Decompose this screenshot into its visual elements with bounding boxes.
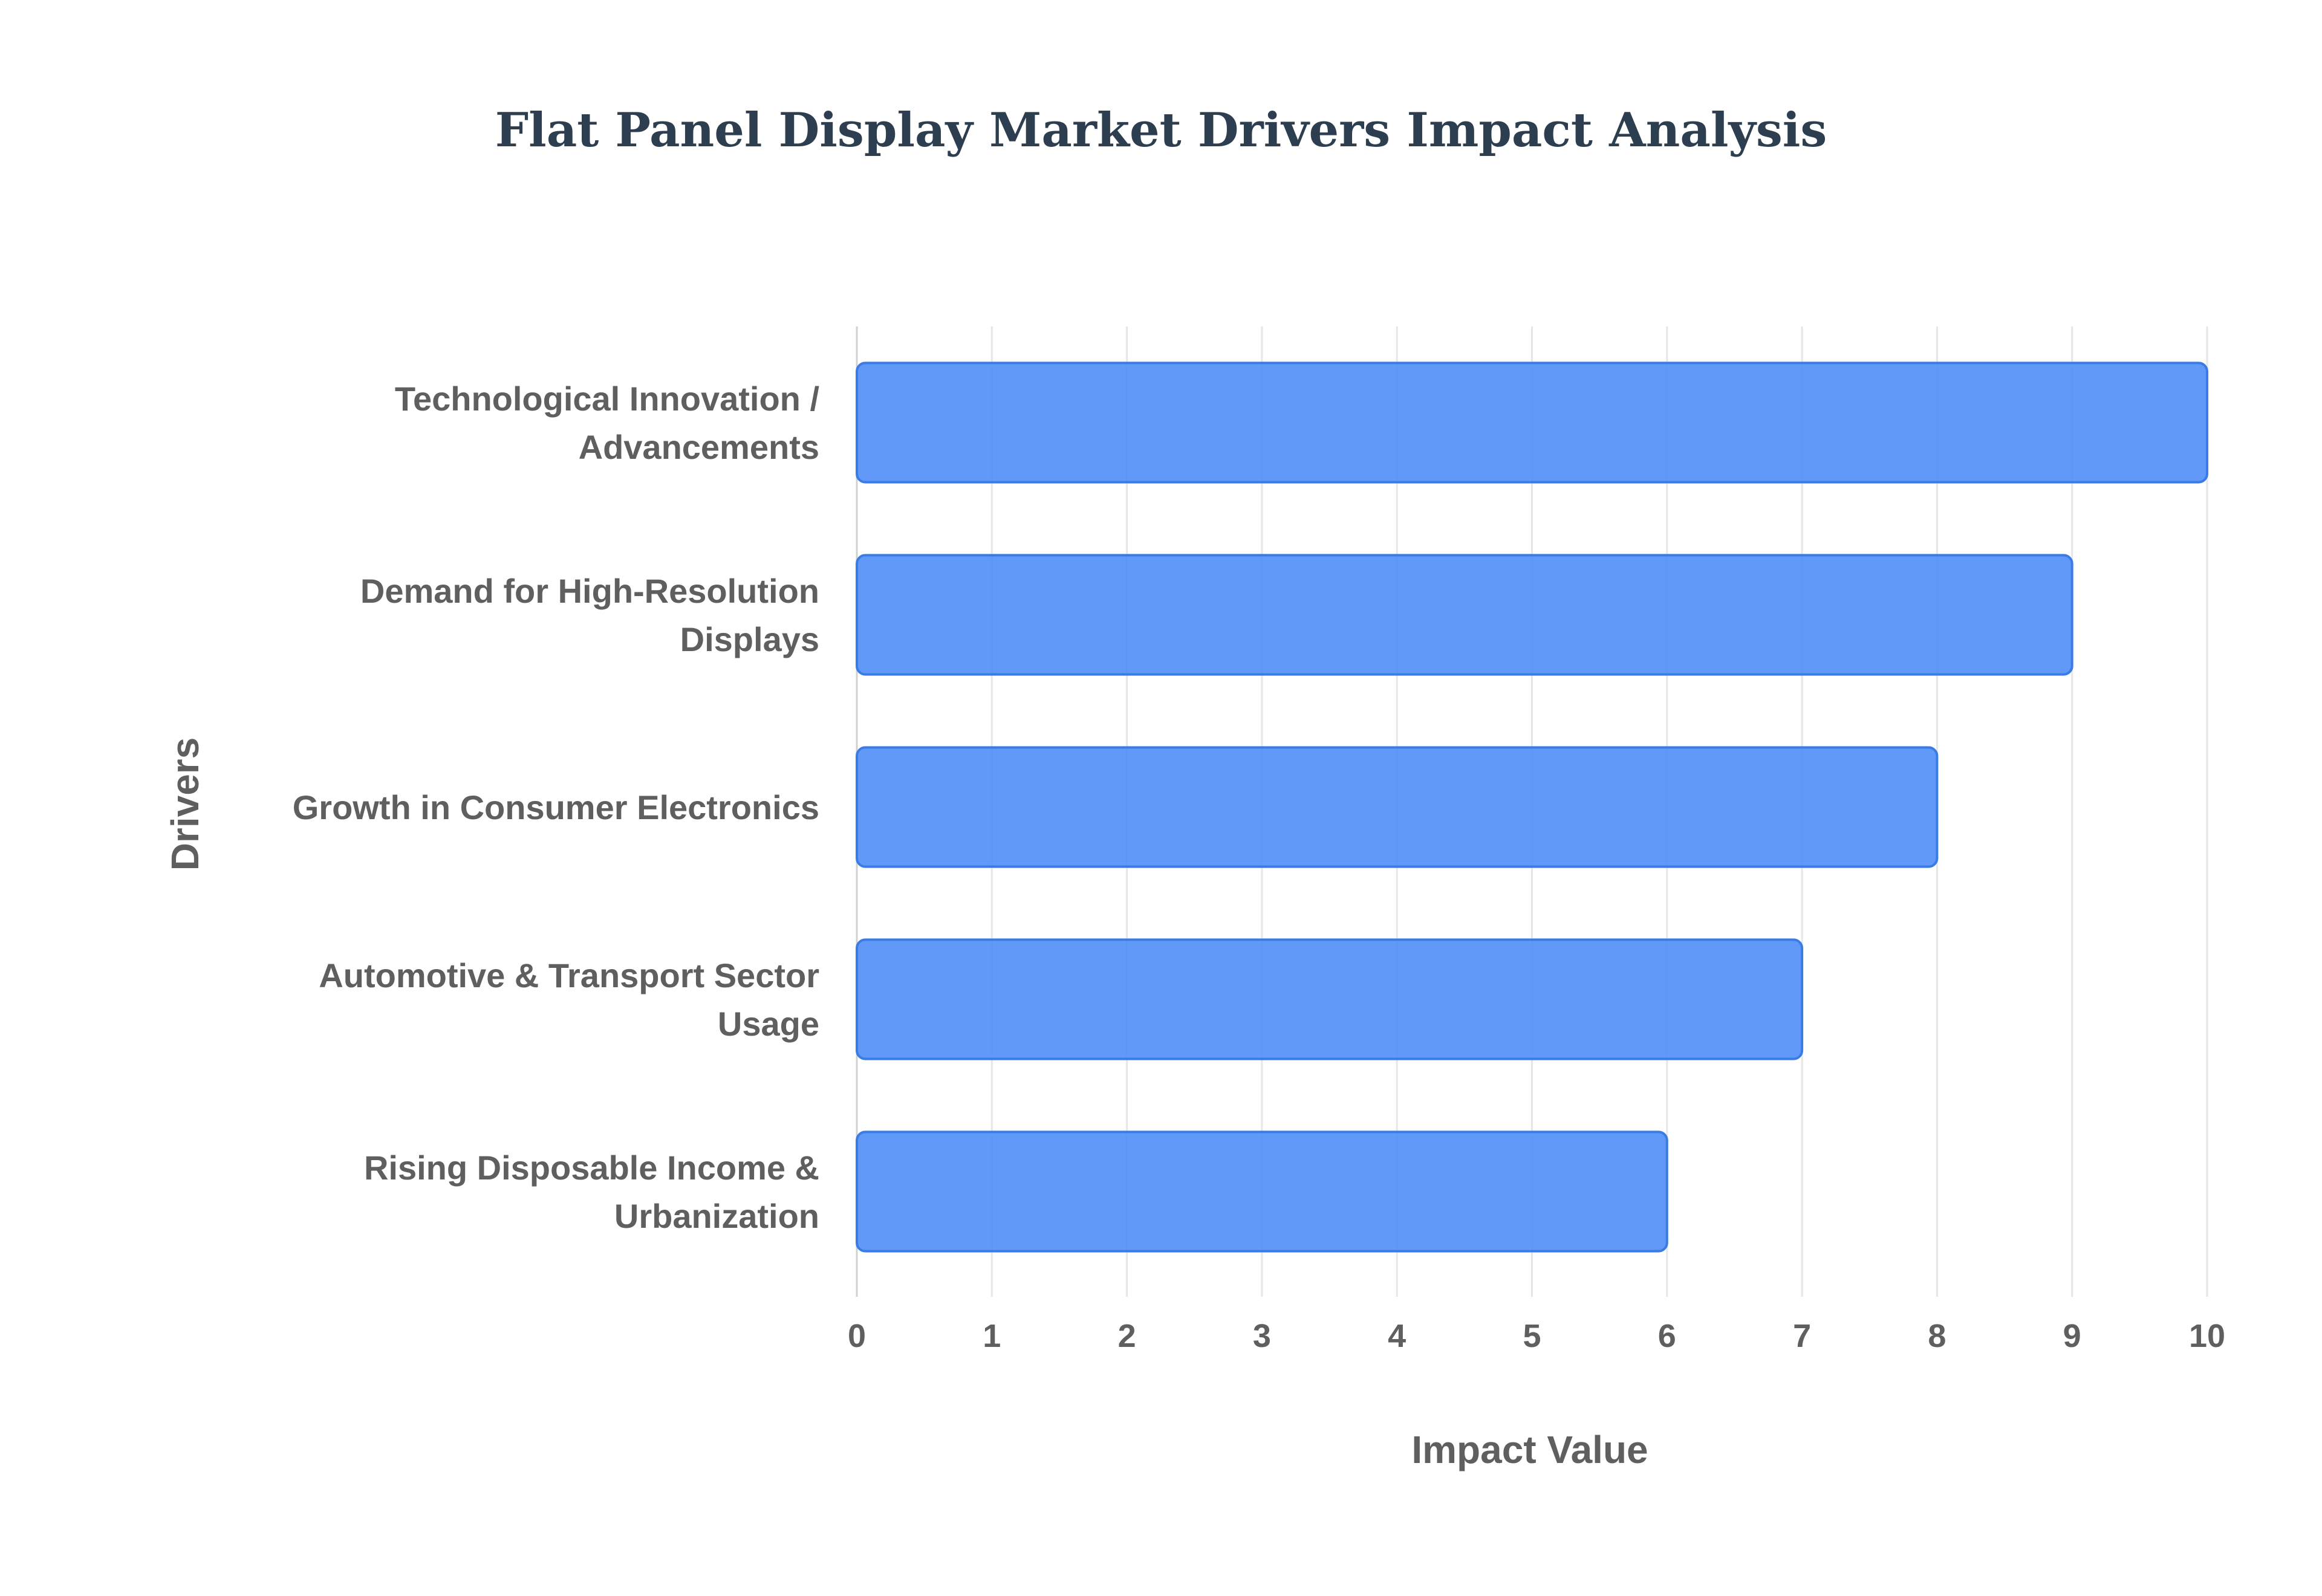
category-label: Technological Innovation / Advancements [395,380,820,466]
bar [856,1130,1668,1253]
x-tick-label: 2 [1118,1318,1136,1354]
bar [856,362,2208,484]
category-label: Automotive & Transport Sector Usage [319,956,819,1043]
x-tick-label: 5 [1523,1318,1541,1354]
category-label: Growth in Consumer Electronics [293,788,819,826]
x-tick-label: 8 [1928,1318,1946,1354]
bar [856,746,1939,868]
chart-title: Flat Panel Display Market Drivers Impact… [495,103,1827,158]
x-tick-label: 7 [1793,1318,1811,1354]
x-tick-label: 1 [983,1318,1001,1354]
x-tick-label: 4 [1388,1318,1406,1354]
category-label: Rising Disposable Income & Urbanization [364,1149,819,1235]
x-tick-label: 9 [2063,1318,2081,1354]
category-labels: Technological Innovation / Advancements De… [293,380,820,1235]
x-tick-label: 0 [848,1318,866,1354]
x-tick-label: 10 [2189,1318,2225,1354]
bar [856,938,1804,1060]
bars [856,362,2208,1253]
x-tick-label: 3 [1253,1318,1271,1354]
y-axis-title: Drivers [163,738,207,871]
category-label: Demand for High-Resolution Displays [360,572,819,658]
x-tick-label: 6 [1658,1318,1676,1354]
x-axis-title: Impact Value [1411,1428,1648,1471]
x-tick-labels: 0 1 2 3 4 5 6 7 8 9 10 [848,1318,2225,1354]
bar [856,554,2073,676]
